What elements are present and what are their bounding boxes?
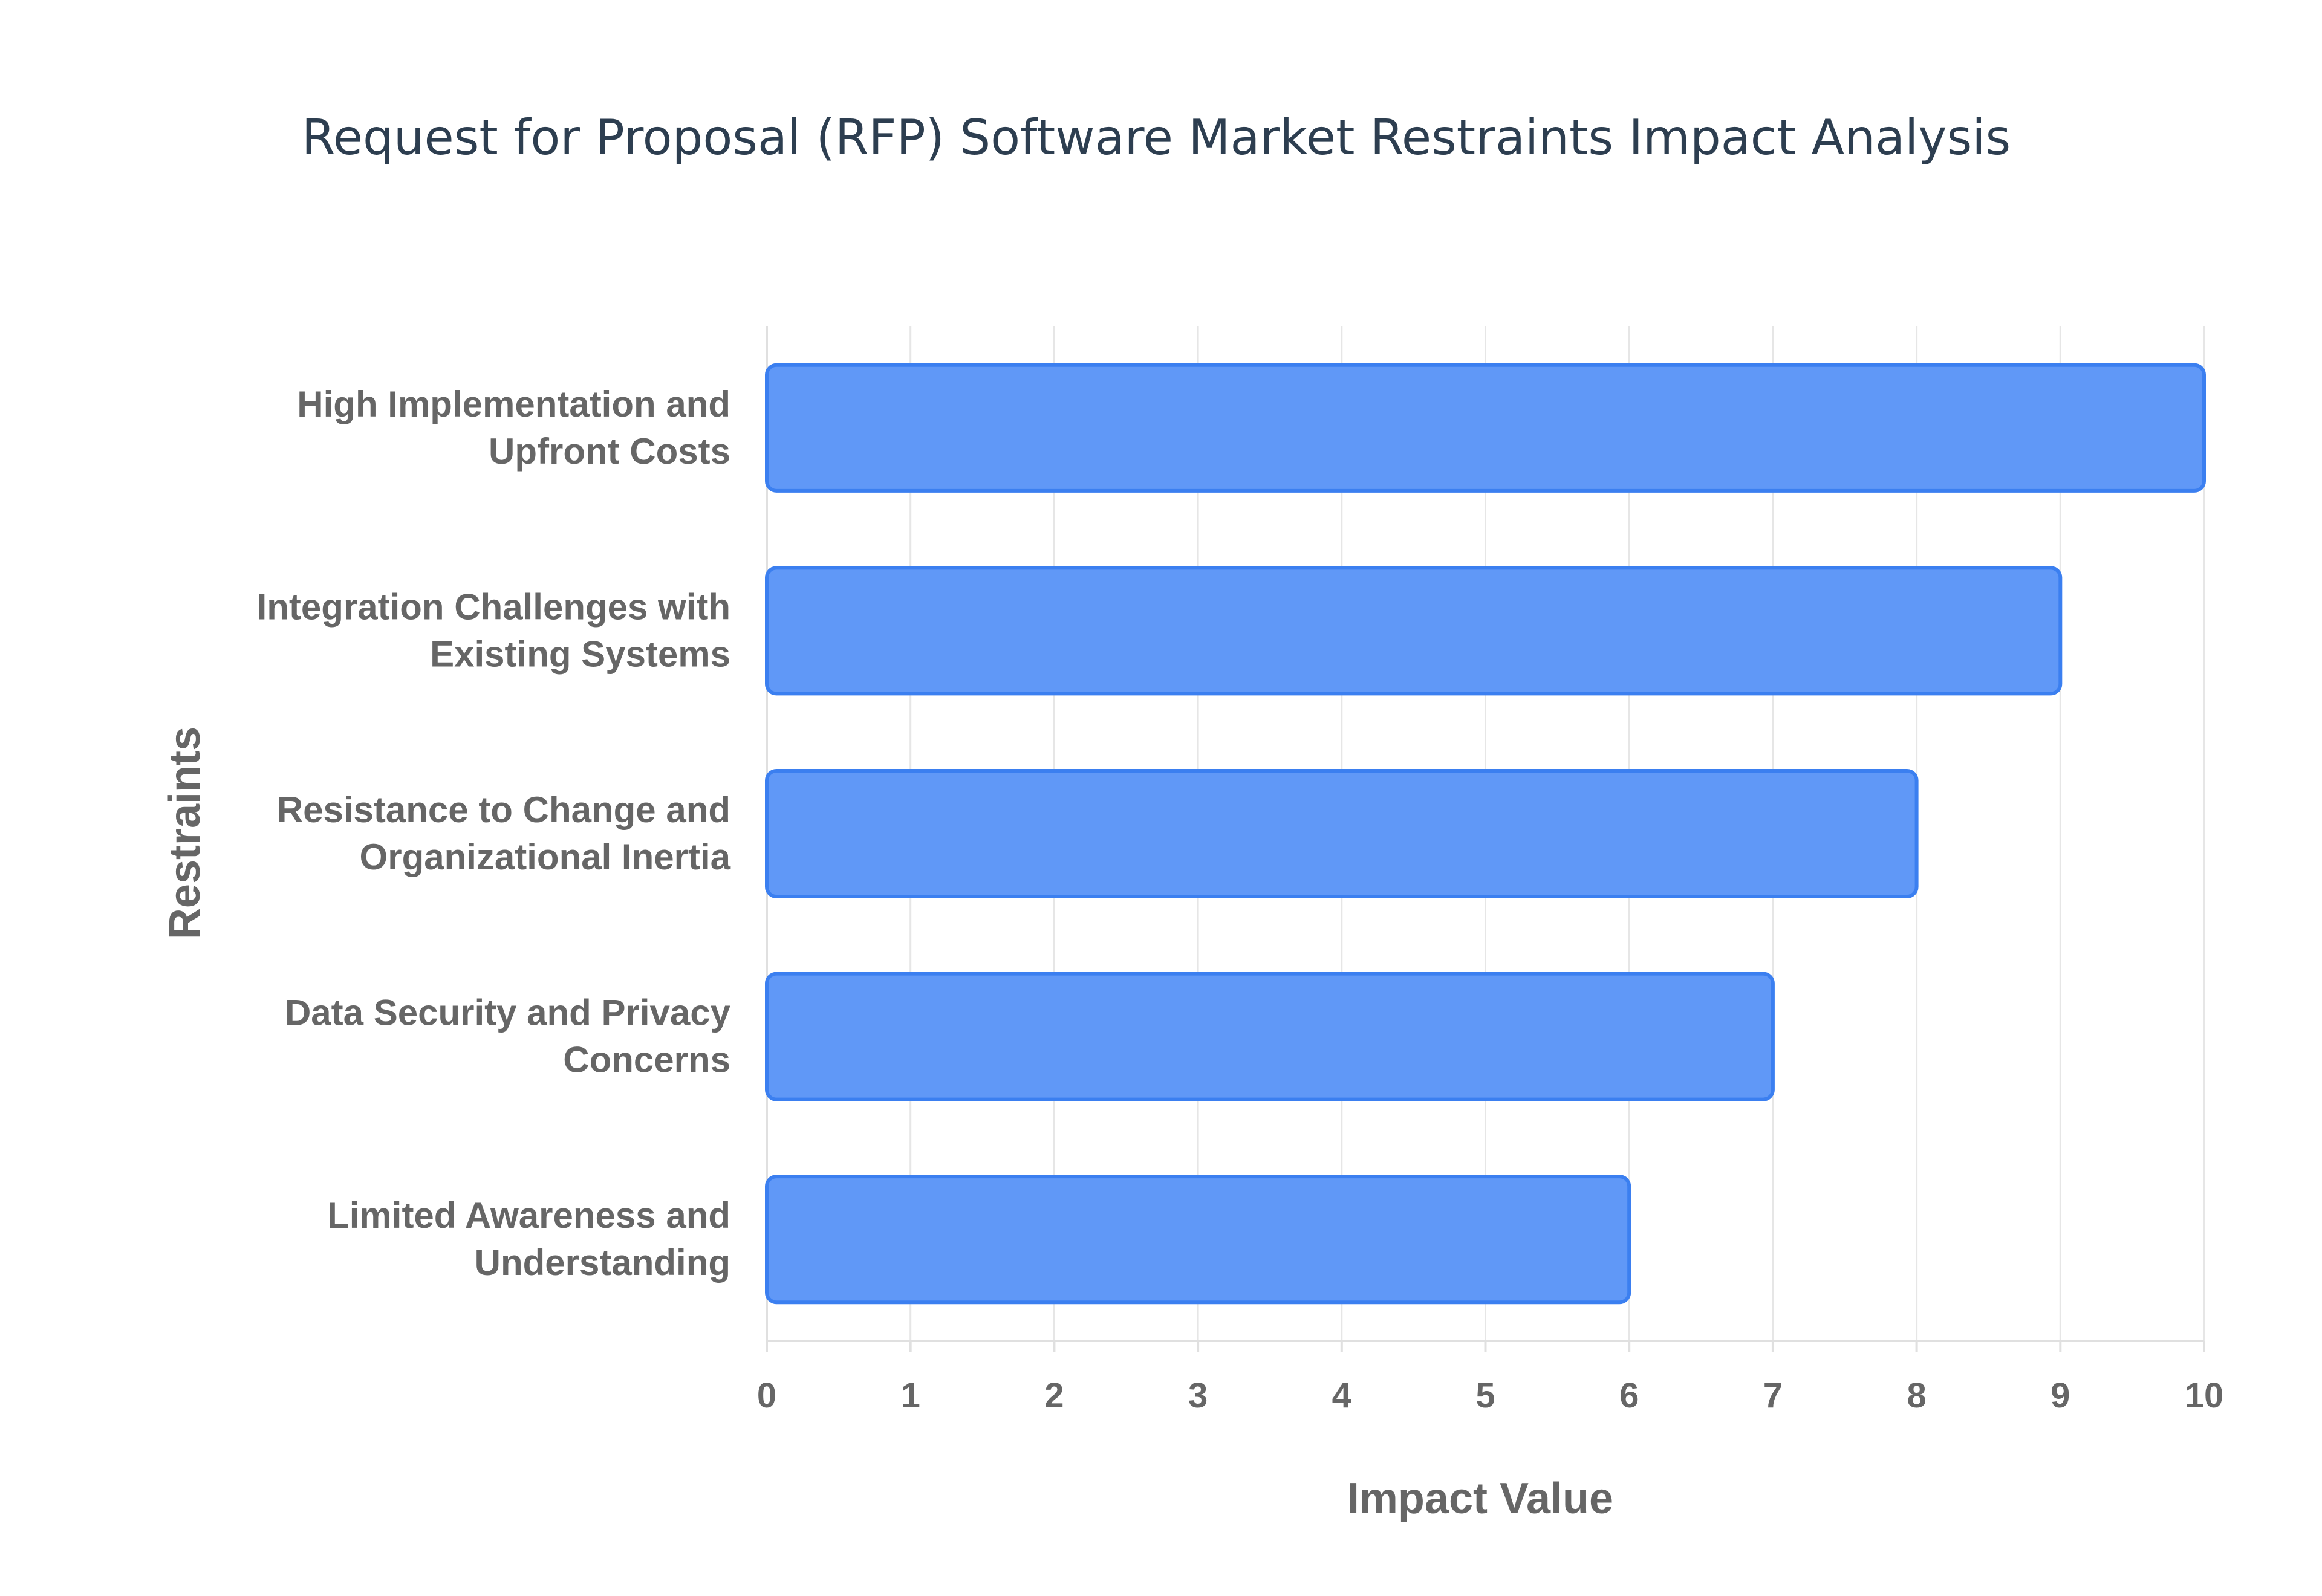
category-label: Resistance to Change and Organizational I… bbox=[277, 790, 731, 877]
x-tick-label: 7 bbox=[1763, 1376, 1783, 1415]
bar bbox=[765, 566, 2063, 696]
category-label-line: Understanding bbox=[475, 1242, 730, 1283]
x-tick-label: 6 bbox=[1619, 1376, 1639, 1415]
x-tick-label: 1 bbox=[901, 1376, 920, 1415]
category-label-line: Existing Systems bbox=[430, 634, 730, 674]
category-label-line: Concerns bbox=[563, 1040, 730, 1080]
bar bbox=[765, 1175, 1631, 1305]
category-label-line: Integration Challenges with bbox=[257, 586, 730, 627]
category-label-line: Organizational Inertia bbox=[360, 837, 731, 877]
y-axis-title: Restraints bbox=[161, 727, 209, 939]
chart-title: Request for Proposal (RFP) Software Mark… bbox=[302, 109, 2011, 166]
x-tick-label: 4 bbox=[1332, 1376, 1351, 1415]
category-label-line: Data Security and Privacy bbox=[285, 993, 731, 1033]
x-axis-title: Impact Value bbox=[1347, 1474, 1613, 1523]
category-label: Limited Awareness and Understanding bbox=[327, 1195, 730, 1283]
category-label: High Implementation and Upfront Costs bbox=[297, 384, 730, 472]
x-tick-labels: 0 1 2 3 4 5 6 7 8 9 10 bbox=[757, 1376, 2223, 1415]
bar bbox=[765, 972, 1775, 1101]
category-label-line: Upfront Costs bbox=[489, 431, 730, 472]
category-label: Integration Challenges with Existing Syst… bbox=[257, 586, 730, 674]
category-label-line: Limited Awareness and bbox=[327, 1195, 730, 1236]
x-tick-label: 10 bbox=[2185, 1376, 2224, 1415]
bars bbox=[765, 363, 2206, 1305]
category-label: Data Security and Privacy Concerns bbox=[285, 993, 731, 1080]
category-labels: High Implementation and Upfront Costs Inte… bbox=[257, 384, 731, 1283]
bar bbox=[765, 768, 1919, 899]
x-tick-label: 9 bbox=[2050, 1376, 2070, 1415]
x-tick-label: 8 bbox=[1907, 1376, 1926, 1415]
x-tick-label: 5 bbox=[1475, 1376, 1495, 1415]
category-label-line: Resistance to Change and bbox=[277, 790, 730, 830]
bar bbox=[765, 363, 2206, 493]
x-tick-label: 0 bbox=[757, 1376, 776, 1415]
x-tick-label: 3 bbox=[1188, 1376, 1208, 1415]
category-label-line: High Implementation and bbox=[297, 384, 730, 424]
x-tick-label: 2 bbox=[1044, 1376, 1064, 1415]
